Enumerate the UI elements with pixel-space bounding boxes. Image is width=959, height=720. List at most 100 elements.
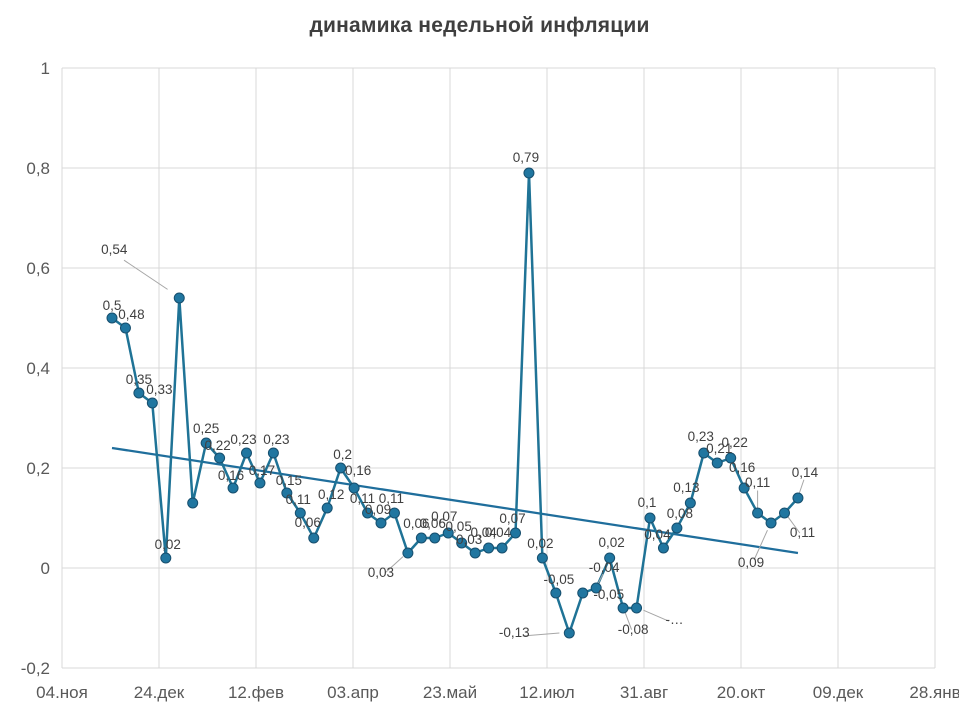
data-point-label: 0,17: [249, 463, 275, 478]
data-point-label: 0,2: [333, 447, 352, 462]
data-point-marker: [779, 507, 790, 519]
data-point-marker: [173, 292, 185, 304]
data-point-marker: [496, 542, 508, 554]
data-point-label: 0,07: [431, 509, 457, 524]
data-point-label: 0,04: [644, 527, 671, 542]
data-point-label: 0,16: [729, 460, 755, 475]
data-point-marker: [765, 517, 777, 529]
data-point-label: -0,04: [589, 560, 620, 575]
data-point-marker: [657, 542, 669, 554]
label-leader-line: [787, 516, 801, 534]
y-tick-label: 0,4: [26, 359, 50, 378]
data-point-marker: [631, 602, 643, 614]
data-point-label: 0,02: [527, 536, 553, 551]
data-point-marker: [698, 447, 710, 459]
label-leader-line: [123, 259, 168, 290]
data-point-label: 0,33: [146, 382, 172, 397]
data-point-marker: [442, 527, 454, 539]
data-point-marker: [241, 447, 252, 459]
data-point-label: 0,23: [688, 429, 714, 444]
data-point-label: 0,23: [263, 432, 289, 447]
data-point-label: -…: [666, 612, 684, 627]
data-point-label: 0,14: [792, 465, 819, 480]
data-point-label: -0,05: [543, 572, 574, 587]
data-point-marker: [429, 532, 441, 544]
data-point-label: 0,11: [286, 492, 311, 507]
data-point-label: 0,22: [204, 438, 230, 453]
data-point-marker: [227, 482, 239, 494]
data-point-label: -0,13: [499, 625, 530, 640]
y-tick-label: -0,2: [21, 659, 50, 678]
data-point-marker: [671, 522, 683, 534]
label-leader-line: [597, 573, 604, 585]
y-tick-label: 0,6: [26, 259, 50, 278]
data-point-label: 0,11: [350, 491, 375, 506]
y-tick-label: 0,2: [26, 459, 50, 478]
label-leader-line: [384, 556, 404, 574]
y-tick-label: 0,8: [26, 159, 50, 178]
data-point-label: -0,08: [618, 622, 649, 637]
x-tick-label: 28.янв: [909, 683, 959, 702]
data-point-marker: [375, 517, 387, 529]
data-point-marker: [308, 532, 320, 544]
data-point-marker: [267, 447, 279, 459]
data-point-marker: [577, 587, 589, 599]
data-point-label: 0,35: [126, 372, 152, 387]
data-point-marker: [725, 452, 737, 464]
x-tick-label: 12.июл: [519, 683, 574, 702]
data-point-marker: [510, 527, 521, 539]
data-point-marker: [160, 552, 172, 564]
data-point-marker: [684, 497, 696, 509]
data-point-marker: [792, 492, 804, 504]
data-point-marker: [254, 477, 266, 489]
data-point-marker: [563, 627, 575, 639]
data-point-label: 0,04: [485, 525, 512, 540]
data-point-label: 0,79: [513, 150, 539, 165]
data-point-marker: [590, 582, 602, 594]
data-point-marker: [348, 482, 360, 494]
data-point-label: 0,11: [379, 491, 404, 506]
label-leader-line: [522, 632, 560, 637]
data-point-label: 0,16: [218, 468, 244, 483]
y-tick-label: 0: [41, 559, 50, 578]
data-point-marker: [200, 437, 212, 449]
trend-line: [111, 446, 799, 555]
x-tick-label: 03.апр: [327, 683, 379, 702]
data-point-label: 0,11: [790, 525, 815, 540]
data-point-marker: [214, 452, 226, 464]
data-point-label: 0,16: [345, 463, 371, 478]
data-point-label: 0,05: [446, 519, 472, 534]
data-point-label: 0,12: [318, 487, 344, 502]
data-point-marker: [469, 547, 481, 559]
data-point-marker: [106, 312, 118, 324]
data-point-label: 0,25: [193, 421, 219, 436]
data-point-marker: [119, 322, 131, 334]
data-point-marker: [604, 552, 616, 564]
data-point-label: 0,09: [365, 502, 391, 517]
y-tick-label: 1: [41, 59, 50, 78]
x-tick-label: 24.дек: [134, 683, 185, 702]
data-point-marker: [402, 547, 414, 559]
data-point-label: 0,02: [599, 535, 625, 550]
data-point-marker: [523, 167, 535, 179]
x-tick-label: 20.окт: [717, 683, 766, 702]
data-point-marker: [456, 537, 468, 549]
data-point-marker: [617, 602, 629, 614]
data-point-marker: [711, 457, 723, 469]
data-point-marker: [146, 397, 158, 409]
data-point-marker: [388, 507, 400, 519]
data-point-marker: [550, 587, 562, 599]
data-point-label: 0,08: [667, 506, 693, 521]
data-point-label: 0,11: [745, 475, 770, 490]
data-point-label: 0,06: [403, 516, 429, 531]
data-point-marker: [644, 512, 656, 524]
x-tick-label: 04.ноя: [36, 683, 88, 702]
data-point-marker: [294, 507, 306, 519]
x-tick-label: 31.авг: [620, 683, 668, 702]
series-line: [111, 171, 799, 635]
data-point-label: -0,05: [593, 587, 624, 602]
data-point-marker: [362, 507, 374, 519]
label-leader-line: [753, 529, 768, 561]
data-point-label: 0,06: [420, 516, 446, 531]
